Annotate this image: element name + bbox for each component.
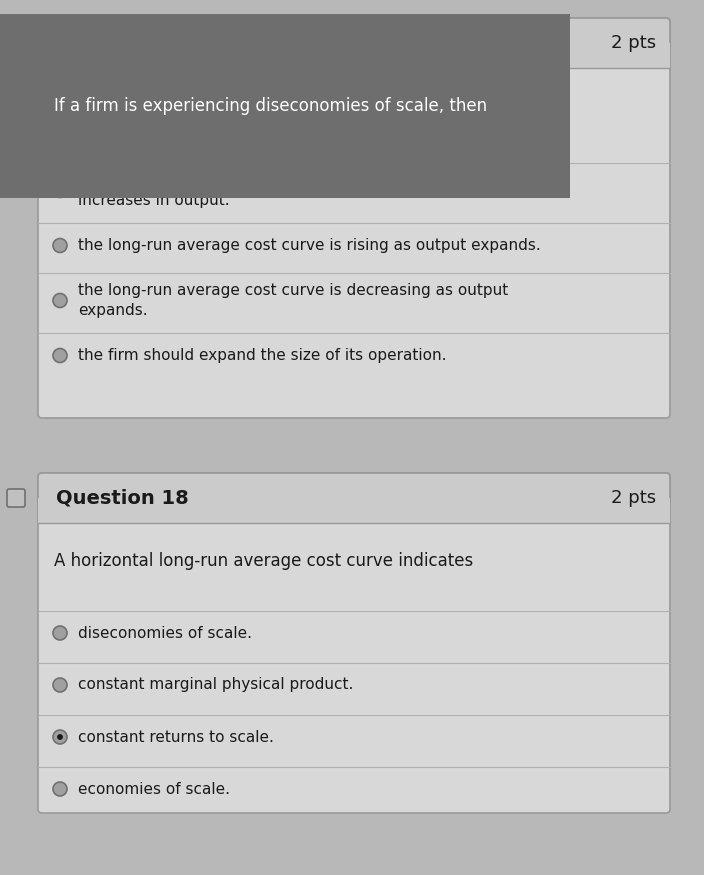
Text: 2 pts: 2 pts <box>611 34 656 52</box>
FancyBboxPatch shape <box>38 18 670 68</box>
Circle shape <box>53 239 67 253</box>
Circle shape <box>53 730 67 744</box>
Text: proportional increases in all inputs result in proportional
increases in output.: proportional increases in all inputs res… <box>78 172 508 208</box>
Text: the long-run average cost curve is rising as output expands.: the long-run average cost curve is risin… <box>78 238 541 253</box>
Bar <box>38 43 670 68</box>
Circle shape <box>53 626 67 640</box>
FancyBboxPatch shape <box>38 473 670 523</box>
Text: constant returns to scale.: constant returns to scale. <box>78 730 274 745</box>
FancyBboxPatch shape <box>38 18 670 418</box>
Bar <box>38 498 670 523</box>
Text: 2 pts: 2 pts <box>611 489 656 507</box>
Circle shape <box>57 734 63 740</box>
Text: the long-run average cost curve is decreasing as output
expands.: the long-run average cost curve is decre… <box>78 283 508 318</box>
Text: A horizontal long-run average cost curve indicates: A horizontal long-run average cost curve… <box>54 552 473 570</box>
Circle shape <box>53 678 67 692</box>
FancyBboxPatch shape <box>7 34 25 52</box>
Text: economies of scale.: economies of scale. <box>78 781 230 796</box>
Text: Question 17: Question 17 <box>56 33 189 52</box>
Text: If a firm is experiencing diseconomies of scale, then: If a firm is experiencing diseconomies o… <box>54 97 487 115</box>
Circle shape <box>53 184 67 198</box>
Circle shape <box>53 293 67 307</box>
Text: the firm should expand the size of its operation.: the firm should expand the size of its o… <box>78 348 446 363</box>
FancyBboxPatch shape <box>7 489 25 507</box>
Text: diseconomies of scale.: diseconomies of scale. <box>78 626 252 640</box>
Circle shape <box>53 348 67 362</box>
Circle shape <box>53 782 67 796</box>
Text: constant marginal physical product.: constant marginal physical product. <box>78 677 353 692</box>
FancyBboxPatch shape <box>38 473 670 813</box>
Text: Question 18: Question 18 <box>56 488 189 508</box>
